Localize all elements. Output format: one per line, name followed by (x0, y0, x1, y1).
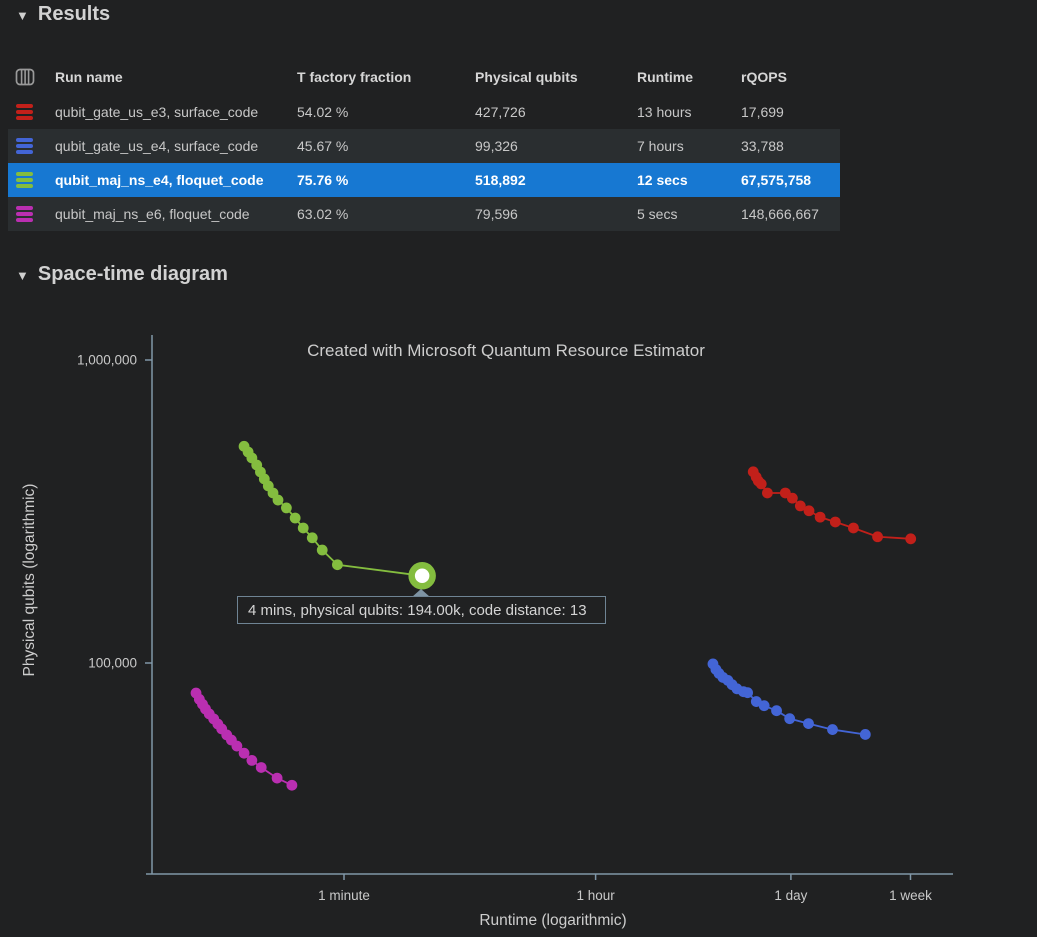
data-point[interactable] (784, 713, 796, 725)
collapse-icon: ▼ (16, 8, 29, 23)
data-point[interactable] (771, 705, 782, 717)
data-point[interactable] (306, 532, 318, 544)
series-icon-cell (8, 172, 55, 188)
results-section-header[interactable]: ▼ Results (16, 3, 110, 26)
data-point[interactable] (758, 700, 770, 712)
cell-rqops: 33,788 (741, 138, 784, 154)
cell-run-name: qubit_gate_us_e3, surface_code (55, 104, 259, 120)
y-tick-label: 1,000,000 (77, 353, 137, 368)
data-point[interactable] (280, 502, 292, 514)
data-point[interactable] (271, 772, 283, 784)
column-header-rqops: rQOPS (741, 69, 787, 85)
data-point[interactable] (316, 544, 328, 556)
chart-canvas: 1,000,000 100,000 1 minute 1 hour 1 day 1 wee… (77, 335, 953, 903)
table-row[interactable]: qubit_gate_us_e3, surface_code 54.02 % 427… (8, 95, 840, 129)
cell-runtime: 12 secs (637, 172, 688, 188)
column-header-physical-qubits: Physical qubits (475, 69, 578, 85)
results-table: Run name T factory fraction Physical qub… (8, 59, 840, 231)
data-point[interactable] (848, 522, 859, 534)
cell-t-factory-fraction: 54.02 % (297, 104, 349, 120)
series-line (243, 445, 423, 577)
x-tick-label: 1 day (774, 888, 807, 903)
cell-rqops: 148,666,667 (741, 206, 819, 222)
data-point[interactable] (286, 779, 298, 791)
data-point[interactable] (272, 494, 284, 506)
data-point[interactable] (255, 762, 267, 773)
data-point[interactable] (859, 729, 871, 740)
cell-rqops: 67,575,758 (741, 172, 812, 188)
collapse-icon: ▼ (16, 268, 29, 283)
diagram-section-header[interactable]: ▼ Space-time diagram (16, 263, 228, 286)
cell-run-name: qubit_maj_ns_e6, floquet_code (55, 206, 250, 222)
table-header-row: Run name T factory fraction Physical qub… (8, 59, 840, 95)
chart-title: Created with Microsoft Quantum Resource … (307, 341, 705, 360)
series-icon-cell (8, 138, 55, 154)
x-tick-label: 1 week (889, 888, 932, 903)
cell-runtime: 13 hours (637, 104, 692, 120)
x-axis-label: Runtime (logarithmic) (479, 912, 627, 929)
x-tick-label: 1 hour (576, 888, 615, 903)
data-point[interactable] (231, 740, 243, 752)
data-point[interactable] (803, 718, 814, 729)
data-point[interactable] (289, 512, 301, 524)
table-header-icon-cell (8, 67, 55, 87)
chart-axes (146, 335, 953, 875)
cell-physical-qubits: 79,596 (475, 206, 518, 222)
data-point[interactable] (829, 516, 841, 528)
cell-physical-qubits: 427,726 (475, 104, 526, 120)
results-section-title: Results (37, 3, 111, 25)
cell-rqops: 17,699 (741, 104, 784, 120)
diagram-section-title: Space-time diagram (37, 263, 228, 285)
data-point[interactable] (742, 687, 753, 699)
data-point[interactable] (755, 478, 767, 490)
data-point[interactable] (872, 531, 883, 543)
series-legend-icon (16, 104, 33, 120)
column-header-t-factory-fraction: T factory fraction (297, 69, 412, 85)
cell-physical-qubits: 518,892 (475, 172, 526, 188)
data-point[interactable] (238, 747, 250, 759)
series-legend-icon (16, 138, 33, 154)
data-point[interactable] (905, 533, 917, 545)
tooltip-caret (412, 589, 430, 597)
table-body: qubit_gate_us_e3, surface_code 54.02 % 427… (8, 95, 840, 231)
cell-runtime: 7 hours (637, 138, 684, 154)
data-point[interactable] (761, 487, 773, 499)
cell-t-factory-fraction: 63.02 % (297, 206, 349, 222)
table-columns-icon (15, 68, 35, 86)
column-header-run-name: Run name (55, 69, 123, 85)
y-axis-label: Physical qubits (logarithmic) (21, 483, 38, 677)
series-legend-icon (16, 172, 33, 188)
y-tick-label: 100,000 (88, 656, 137, 671)
cell-t-factory-fraction: 75.76 % (297, 172, 349, 188)
series-icon-cell (8, 206, 55, 222)
tooltip: 4 mins, physical qubits: 194.00k, code d… (237, 596, 606, 624)
column-header-runtime: Runtime (637, 69, 693, 85)
cell-t-factory-fraction: 45.67 % (297, 138, 349, 154)
cell-run-name: qubit_maj_ns_e4, floquet_code (55, 172, 264, 188)
cell-run-name: qubit_gate_us_e4, surface_code (55, 138, 259, 154)
highlighted-data-point[interactable] (408, 562, 436, 590)
space-time-chart: 1,000,000 100,000 1 minute 1 hour 1 day 1 wee… (0, 330, 1037, 937)
data-point[interactable] (794, 500, 806, 512)
table-row[interactable]: qubit_gate_us_e4, surface_code 45.67 % 99,… (8, 129, 840, 163)
data-point[interactable] (814, 511, 826, 523)
cell-physical-qubits: 99,326 (475, 138, 518, 154)
data-point[interactable] (297, 522, 309, 534)
x-tick-label: 1 minute (318, 888, 370, 903)
data-point[interactable] (332, 559, 343, 571)
table-row[interactable]: qubit_maj_ns_e6, floquet_code 63.02 % 79,5… (8, 197, 840, 231)
data-point[interactable] (246, 755, 258, 766)
cell-runtime: 5 secs (637, 206, 678, 222)
series-line (752, 471, 911, 540)
data-point[interactable] (786, 492, 798, 504)
data-point[interactable] (827, 724, 838, 735)
tooltip-text: 4 mins, physical qubits: 194.00k, code d… (248, 602, 587, 619)
series-icon-cell (8, 104, 55, 120)
data-point[interactable] (803, 505, 815, 517)
series-legend-icon (16, 206, 33, 222)
table-row[interactable]: qubit_maj_ns_e4, floquet_code 75.76 % 518,… (8, 163, 840, 197)
